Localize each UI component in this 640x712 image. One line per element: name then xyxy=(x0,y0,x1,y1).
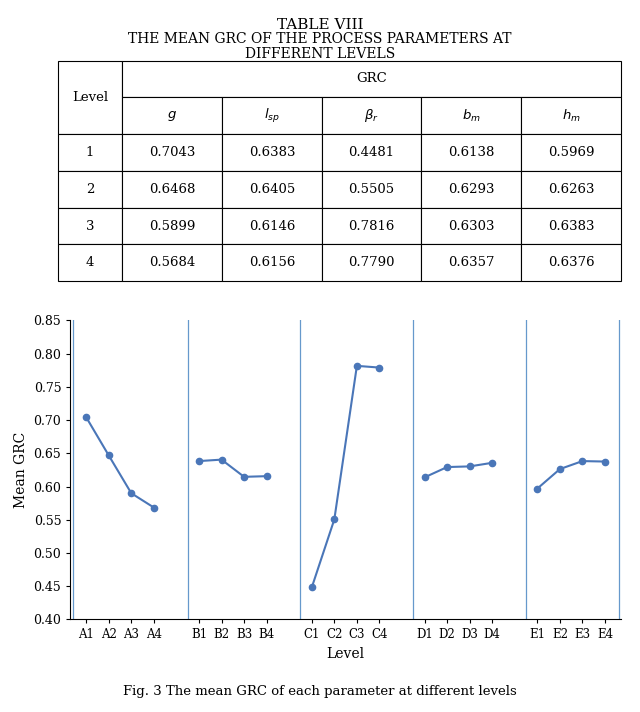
Text: 0.7816: 0.7816 xyxy=(348,219,395,233)
Text: 4: 4 xyxy=(86,256,94,269)
Text: 2: 2 xyxy=(86,183,94,196)
Text: 0.5684: 0.5684 xyxy=(149,256,195,269)
Text: $h_m$: $h_m$ xyxy=(561,108,580,124)
Text: 0.6293: 0.6293 xyxy=(448,183,495,196)
Text: GRC: GRC xyxy=(356,73,387,85)
Text: 0.5969: 0.5969 xyxy=(548,146,594,159)
Text: 0.5505: 0.5505 xyxy=(349,183,395,196)
Text: 0.6303: 0.6303 xyxy=(448,219,495,233)
Text: 0.7790: 0.7790 xyxy=(348,256,395,269)
Text: $b_m$: $b_m$ xyxy=(462,108,481,124)
Text: 3: 3 xyxy=(86,219,94,233)
Text: $\beta_r$: $\beta_r$ xyxy=(364,108,379,124)
Text: THE MEAN GRC OF THE PROCESS PARAMETERS AT: THE MEAN GRC OF THE PROCESS PARAMETERS A… xyxy=(128,32,512,46)
Text: 0.5899: 0.5899 xyxy=(149,219,195,233)
Text: 0.6376: 0.6376 xyxy=(548,256,595,269)
Text: 0.6468: 0.6468 xyxy=(149,183,195,196)
Text: $g$: $g$ xyxy=(167,109,177,122)
Text: TABLE VIII: TABLE VIII xyxy=(276,18,364,32)
Text: 0.7043: 0.7043 xyxy=(149,146,195,159)
Text: Level: Level xyxy=(72,91,108,104)
Text: 0.4481: 0.4481 xyxy=(349,146,395,159)
Text: 0.6383: 0.6383 xyxy=(249,146,295,159)
Text: DIFFERENT LEVELS: DIFFERENT LEVELS xyxy=(245,47,395,61)
Text: $l_{sp}$: $l_{sp}$ xyxy=(264,107,280,125)
Text: 0.6146: 0.6146 xyxy=(249,219,295,233)
X-axis label: Level: Level xyxy=(326,647,365,661)
Text: 0.6383: 0.6383 xyxy=(548,219,594,233)
Text: 1: 1 xyxy=(86,146,94,159)
Y-axis label: Mean GRC: Mean GRC xyxy=(14,431,28,508)
Text: 0.6263: 0.6263 xyxy=(548,183,594,196)
Text: 0.6405: 0.6405 xyxy=(249,183,295,196)
Text: 0.6156: 0.6156 xyxy=(249,256,295,269)
Text: 0.6357: 0.6357 xyxy=(448,256,495,269)
Text: 0.6138: 0.6138 xyxy=(448,146,495,159)
Text: Fig. 3 The mean GRC of each parameter at different levels: Fig. 3 The mean GRC of each parameter at… xyxy=(123,685,517,698)
